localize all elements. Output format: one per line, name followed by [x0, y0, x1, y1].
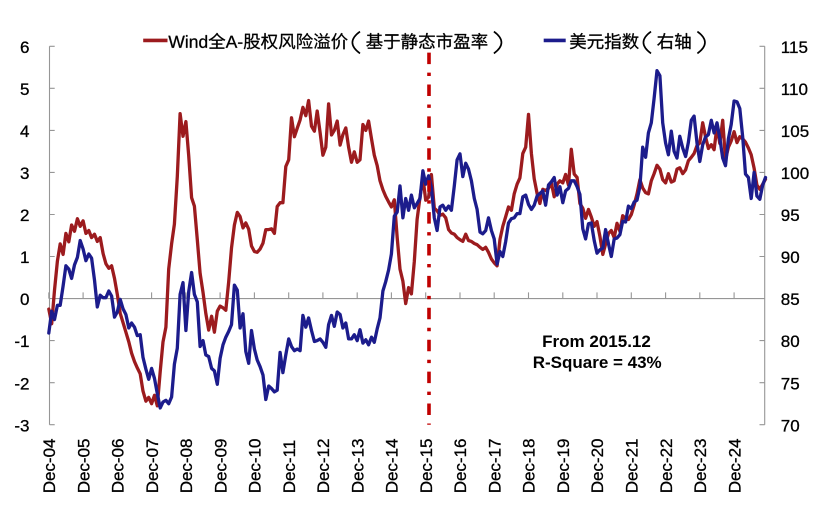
svg-text:Dec-20: Dec-20 [588, 438, 607, 493]
svg-text:Dec-04: Dec-04 [40, 438, 59, 493]
svg-text:Dec-14: Dec-14 [383, 438, 402, 493]
svg-text:100: 100 [781, 164, 809, 183]
svg-text:2: 2 [20, 206, 29, 225]
svg-text:From 2015.12: From 2015.12 [542, 332, 651, 351]
svg-text:Dec-13: Dec-13 [348, 438, 367, 493]
svg-text:Dec-11: Dec-11 [280, 440, 299, 494]
svg-text:110: 110 [781, 80, 808, 99]
svg-text:3: 3 [20, 164, 29, 183]
svg-text:70: 70 [781, 416, 800, 435]
svg-text:-2: -2 [14, 374, 29, 393]
svg-text:Dec-08: Dec-08 [177, 438, 196, 493]
svg-text:R-Square = 43%: R-Square = 43% [533, 353, 662, 372]
svg-text:Dec-10: Dec-10 [246, 438, 265, 493]
svg-text:Dec-16: Dec-16 [451, 438, 470, 493]
svg-text:Dec-22: Dec-22 [657, 438, 676, 493]
svg-text:Dec-23: Dec-23 [691, 438, 710, 493]
svg-text:Dec-19: Dec-19 [554, 438, 573, 493]
svg-text:6: 6 [20, 38, 29, 57]
svg-text:-3: -3 [14, 416, 29, 435]
svg-text:-1: -1 [14, 332, 29, 351]
svg-text:Dec-06: Dec-06 [109, 438, 128, 493]
svg-text:1: 1 [20, 248, 29, 267]
svg-text:Dec-12: Dec-12 [314, 438, 333, 493]
svg-text:90: 90 [781, 248, 800, 267]
svg-text:95: 95 [781, 206, 800, 225]
svg-text:Dec-18: Dec-18 [520, 438, 539, 493]
svg-text:Dec-21: Dec-21 [623, 438, 642, 493]
svg-text:80: 80 [781, 332, 800, 351]
svg-text:Dec-05: Dec-05 [74, 438, 93, 493]
svg-text:115: 115 [781, 38, 808, 57]
svg-text:85: 85 [781, 290, 800, 309]
svg-text:Dec-07: Dec-07 [143, 438, 162, 493]
svg-text:75: 75 [781, 374, 800, 393]
svg-text:Dec-24: Dec-24 [725, 438, 744, 493]
svg-text:4: 4 [20, 122, 29, 141]
svg-text:Dec-09: Dec-09 [211, 438, 230, 493]
svg-text:5: 5 [20, 80, 29, 99]
svg-text:Dec-15: Dec-15 [417, 438, 436, 493]
svg-text:Dec-17: Dec-17 [485, 438, 504, 493]
svg-text:105: 105 [781, 122, 809, 141]
svg-text:0: 0 [20, 290, 29, 309]
